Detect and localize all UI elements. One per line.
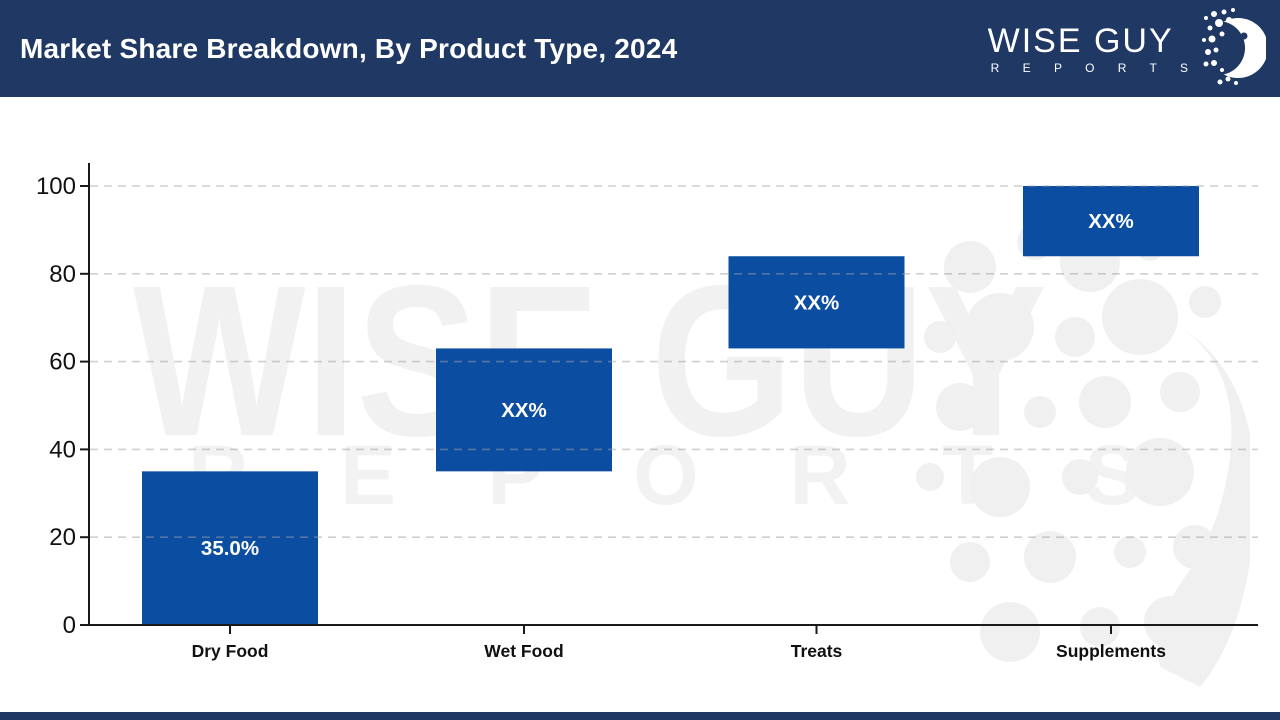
y-tick-label-40: 40 bbox=[49, 436, 76, 463]
wise-guy-logo: WISE GUY R E P O R T S bbox=[988, 7, 1280, 90]
bar-label-1: XX% bbox=[501, 399, 547, 422]
bar-label-0: 35.0% bbox=[201, 537, 259, 560]
footer-bar bbox=[0, 712, 1280, 720]
bar-label-2: XX% bbox=[794, 291, 840, 314]
y-tick-label-20: 20 bbox=[49, 524, 76, 551]
bar-dry-food bbox=[142, 471, 318, 625]
bar-wet-food bbox=[436, 348, 612, 472]
x-tick-label-2: Treats bbox=[791, 641, 843, 661]
y-tick-label-0: 0 bbox=[63, 612, 76, 639]
header-bar: Market Share Breakdown, By Product Type,… bbox=[0, 0, 1280, 97]
x-tick-label-0: Dry Food bbox=[192, 641, 269, 661]
x-tick-label-3: Supplements bbox=[1056, 641, 1166, 661]
y-tick-label-100: 100 bbox=[36, 173, 76, 200]
bar-label-3: XX% bbox=[1088, 210, 1134, 233]
bar-treats bbox=[728, 256, 905, 349]
bar-supplements bbox=[1023, 186, 1199, 257]
chart-canvas: WISE GUY R E P O R T S 0 20 40 60 80 100 Dry F… bbox=[0, 97, 1280, 720]
plot-svg: 0 20 40 60 80 100 Dry Food Wet Food Treats Supple… bbox=[36, 163, 1258, 661]
logo-head-icon bbox=[1202, 7, 1266, 85]
logo-wordmark: WISE GUY bbox=[987, 21, 1174, 60]
logo-subtitle: R E P O R T S bbox=[990, 60, 1198, 75]
x-tick-label-1: Wet Food bbox=[484, 641, 563, 661]
y-tick-label-80: 80 bbox=[49, 261, 76, 288]
y-tick-label-60: 60 bbox=[49, 349, 76, 376]
page-title: Market Share Breakdown, By Product Type,… bbox=[20, 32, 678, 64]
logo-text: WISE GUY R E P O R T S bbox=[988, 24, 1198, 74]
